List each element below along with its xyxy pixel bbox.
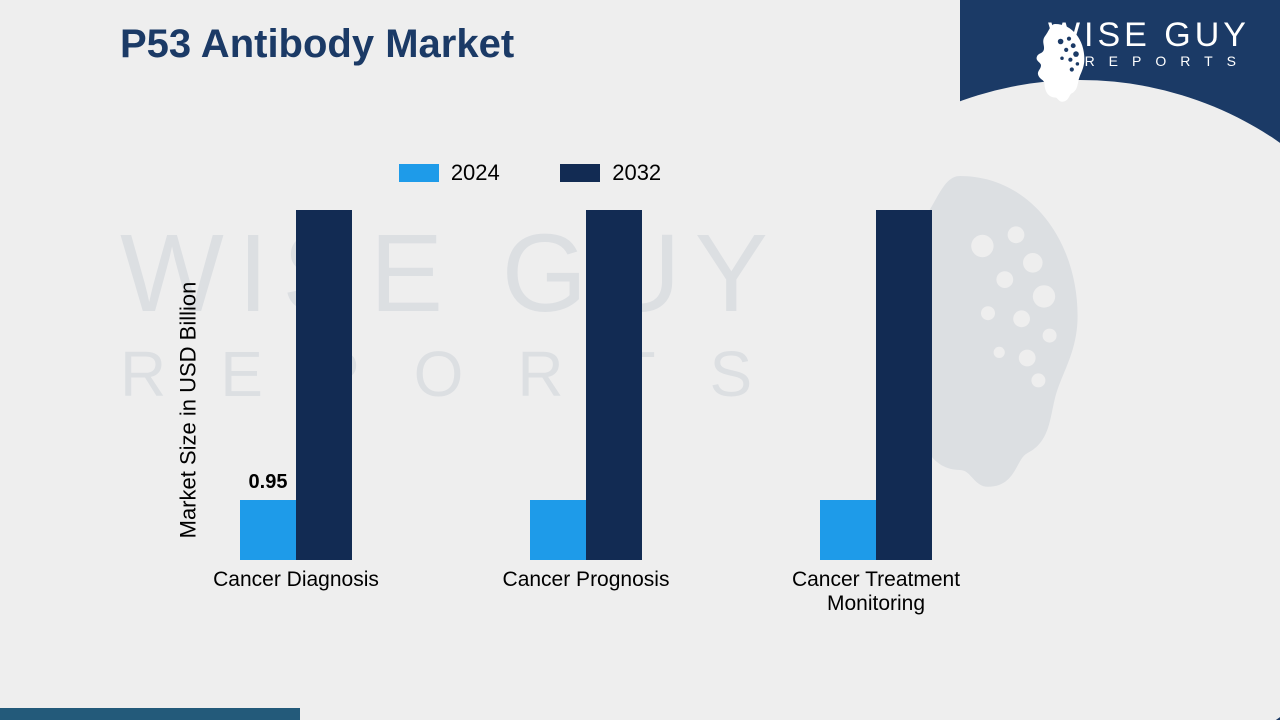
bar-2024-1 (530, 500, 586, 560)
bar-value-label-0: 0.95 (240, 471, 296, 494)
category-label-0: Cancer Diagnosis (206, 568, 386, 592)
chart-area: Market Size in USD Billion 2024 2032 0.9… (100, 160, 960, 660)
bar-2032-1 (586, 210, 642, 560)
legend: 2024 2032 (100, 160, 960, 187)
legend-swatch-2032 (560, 164, 600, 182)
bar-2024-2 (820, 500, 876, 560)
brand-head-icon (1020, 20, 1090, 105)
bar-2024-0 (240, 500, 296, 560)
footer-accent-bar (0, 708, 300, 720)
bar-group-1: Cancer Prognosis (530, 210, 642, 560)
chart-title: P53 Antibody Market (120, 22, 514, 67)
legend-item-2032: 2032 (560, 160, 661, 186)
bar-2032-2 (876, 210, 932, 560)
category-label-2: Cancer Treatment Monitoring (786, 568, 966, 616)
legend-item-2024: 2024 (399, 160, 500, 186)
canvas: P53 Antibody Market WISE GUY REPORTS WIS… (0, 0, 1280, 720)
legend-label-2032: 2032 (612, 160, 661, 186)
bar-2032-0 (296, 210, 352, 560)
plot-area: 0.95 Cancer Diagnosis Cancer Prognosis C… (170, 210, 960, 560)
legend-swatch-2024 (399, 164, 439, 182)
category-label-1: Cancer Prognosis (496, 568, 676, 592)
bar-group-2: Cancer Treatment Monitoring (820, 210, 932, 560)
legend-label-2024: 2024 (451, 160, 500, 186)
bar-group-0: 0.95 Cancer Diagnosis (240, 210, 352, 560)
